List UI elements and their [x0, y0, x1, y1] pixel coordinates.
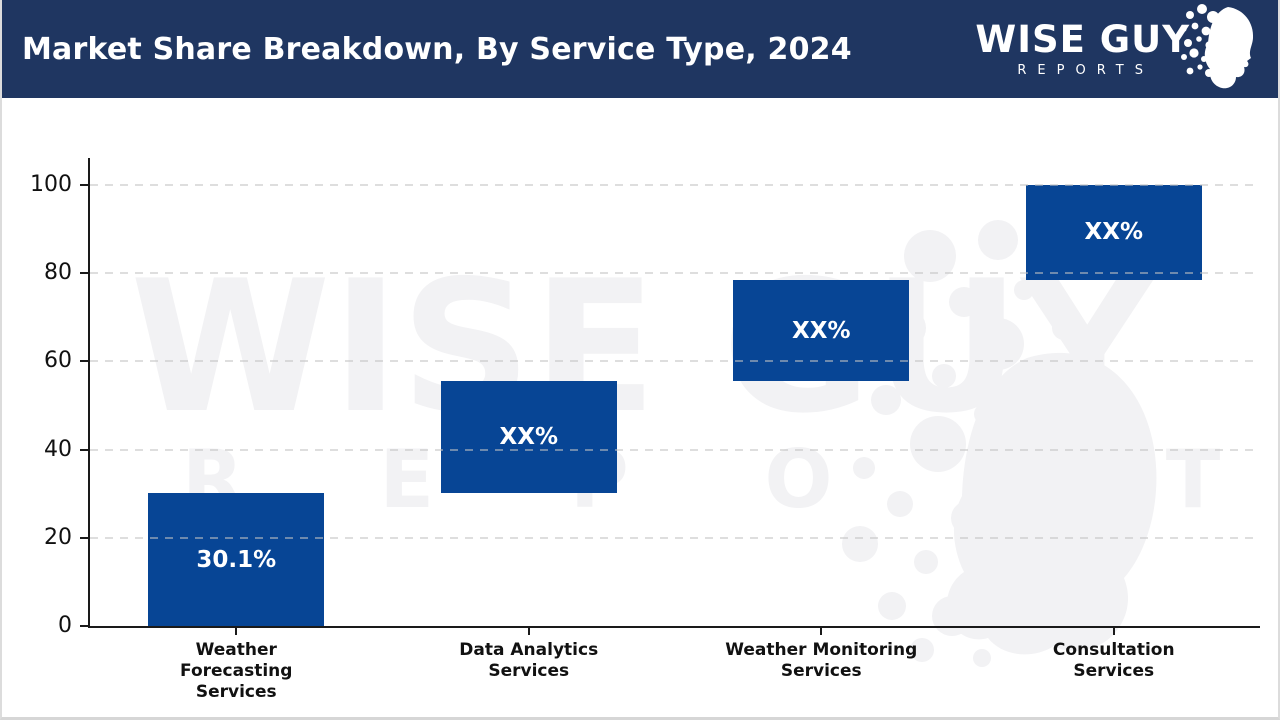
brand-name: WISE GUY: [975, 17, 1190, 61]
category-label-line: Services: [780, 661, 862, 681]
y-tick-label: 60: [44, 348, 72, 374]
bar-value-label: XX%: [791, 317, 851, 344]
y-tick: [80, 272, 89, 275]
y-tick: [80, 448, 89, 451]
category-label: Data Analytics Services: [383, 640, 676, 682]
category-label: Weather Forecasting Services: [90, 640, 383, 703]
y-tick: [80, 360, 89, 363]
bar-segment: XX%: [733, 279, 910, 382]
x-tick: [820, 628, 823, 635]
brand-logo: WISE GUY REPORTS: [975, 1, 1264, 97]
y-tick-label: 40: [44, 436, 72, 462]
category-label-line: Weather: [195, 640, 277, 660]
category-label-line: Forecasting: [180, 661, 293, 681]
y-tick-label: 0: [58, 613, 72, 638]
category-label: Consultation Services: [968, 640, 1261, 682]
brand-subname: REPORTS: [1017, 62, 1154, 78]
brand-logo-text: WISE GUY REPORTS: [975, 21, 1190, 78]
page-title: Market Share Breakdown, By Service Type,…: [22, 31, 852, 67]
category-label-line: Data Analytics: [459, 640, 599, 660]
category-label-line: Weather Monitoring: [725, 640, 918, 660]
gridline: [90, 272, 1260, 275]
head-profile-icon: [1176, 1, 1264, 97]
category-label-line: Consultation: [1052, 640, 1175, 660]
y-tick-label: 100: [30, 172, 72, 197]
header: Market Share Breakdown, By Service Type,…: [2, 0, 1278, 98]
gridline: [90, 536, 1260, 539]
gridline: [90, 448, 1260, 451]
y-tick-label: 20: [44, 524, 72, 550]
bar-value-label: 30.1%: [196, 546, 277, 573]
category-label-line: Services: [488, 661, 570, 681]
bar-value-label: XX%: [1084, 219, 1143, 246]
bar-segment: XX%: [1025, 185, 1202, 280]
y-tick: [80, 536, 89, 539]
y-axis-line: [88, 158, 90, 628]
y-tick: [80, 625, 89, 627]
bar-segment: 30.1%: [148, 493, 325, 626]
gridline: [90, 184, 1260, 186]
bar-segment: XX%: [440, 381, 617, 494]
category-label-line: Services: [195, 682, 277, 702]
bar-value-label: XX%: [499, 424, 558, 451]
x-tick: [1112, 628, 1115, 635]
y-tick-label: 80: [44, 260, 72, 286]
gridline: [90, 360, 1260, 363]
category-label: Weather Monitoring Services: [675, 640, 968, 682]
x-tick: [235, 628, 238, 635]
category-label-line: Services: [1073, 661, 1155, 681]
y-tick: [80, 184, 89, 186]
x-axis-line: [88, 626, 1260, 628]
x-tick: [527, 628, 530, 635]
